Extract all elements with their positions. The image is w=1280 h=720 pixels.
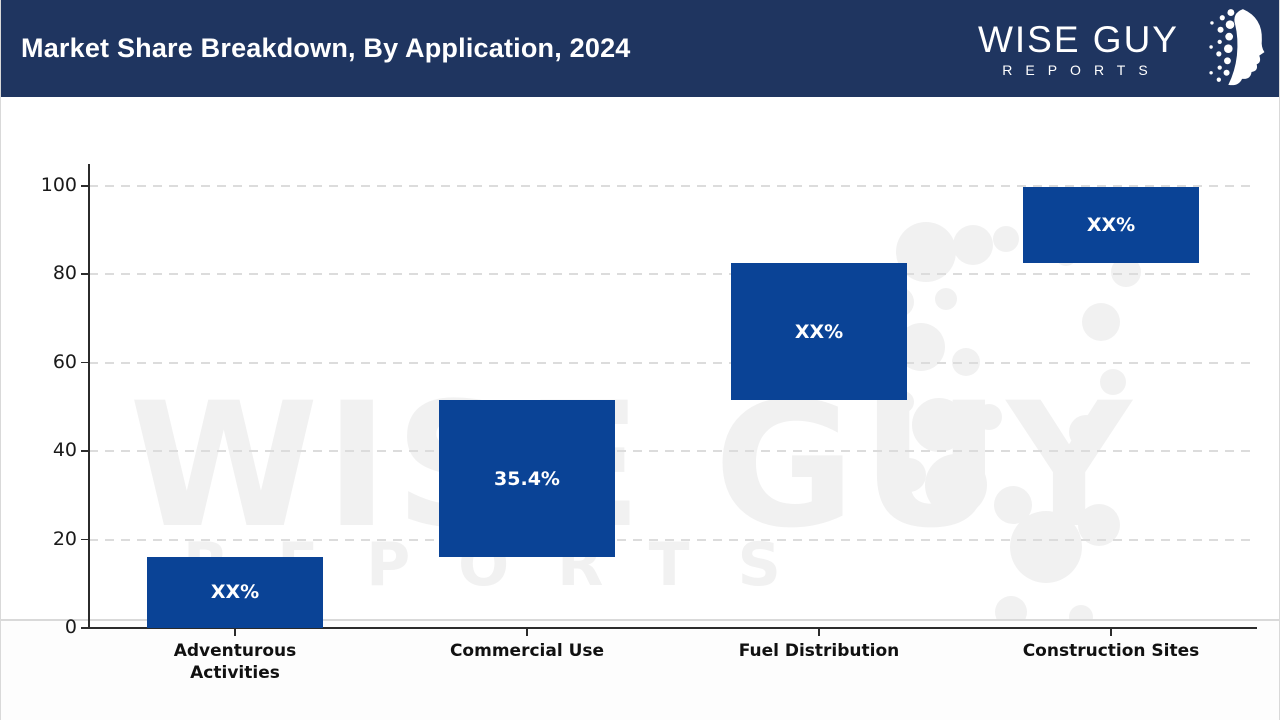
- y-axis-tick: [81, 273, 89, 275]
- bar-value-label: 35.4%: [494, 467, 560, 490]
- y-axis-tick: [81, 450, 89, 452]
- chart-area: WISE GUY REPORTS 0 20 40 60 80 100 XX% Adventur…: [1, 97, 1279, 716]
- x-axis-tick: [234, 629, 236, 636]
- y-axis-tick-label: 100: [40, 174, 77, 196]
- y-axis-line: [88, 164, 90, 627]
- bottom-border-line: [1, 619, 1279, 621]
- y-axis-tick-label: 40: [52, 439, 77, 462]
- gridline: [89, 361, 1257, 364]
- x-axis-tick: [1110, 629, 1112, 636]
- bar-segment: 35.4%: [439, 400, 615, 557]
- x-axis-tick: [526, 629, 528, 636]
- bar-segment: XX%: [147, 556, 323, 628]
- x-axis-tick: [818, 629, 820, 636]
- x-category-label: Fuel Distribution: [738, 641, 900, 661]
- y-axis-tick: [81, 627, 89, 629]
- y-axis-tick-label: 80: [52, 262, 77, 285]
- x-axis-line: [89, 627, 1257, 629]
- y-axis-tick-label: 0: [64, 616, 77, 638]
- head-profile-icon: [1181, 4, 1267, 94]
- bar-segment: XX%: [1023, 186, 1199, 263]
- brand-subname: REPORTS: [1002, 61, 1161, 78]
- bar-segment: XX%: [731, 262, 907, 401]
- x-category-label: Construction Sites: [1022, 641, 1200, 661]
- y-axis-tick: [81, 538, 89, 541]
- brand-name: WISE GUY: [977, 18, 1179, 60]
- y-axis-tick: [81, 185, 89, 187]
- y-axis-tick-label: 60: [52, 350, 77, 373]
- bar-value-label: XX%: [794, 320, 844, 343]
- x-category-label: Commercial Use: [449, 641, 605, 661]
- header-banner: Market Share Breakdown, By Application, …: [1, 0, 1279, 97]
- bar-value-label: XX%: [210, 581, 260, 604]
- gridline: [89, 450, 1257, 453]
- gridline: [89, 185, 1257, 187]
- y-axis-tick-label: 20: [52, 527, 77, 550]
- x-category-label: Adventurous Activities: [173, 641, 297, 684]
- brand-logo: WISE GUY REPORTS: [978, 4, 1267, 94]
- brand-logo-text: WISE GUY REPORTS: [978, 21, 1179, 77]
- y-axis-tick: [81, 361, 89, 364]
- page-title: Market Share Breakdown, By Application, …: [21, 33, 631, 63]
- gridline: [89, 273, 1257, 276]
- bottom-margin: [1, 621, 1279, 720]
- gridline: [89, 538, 1257, 541]
- bar-value-label: XX%: [1086, 213, 1136, 236]
